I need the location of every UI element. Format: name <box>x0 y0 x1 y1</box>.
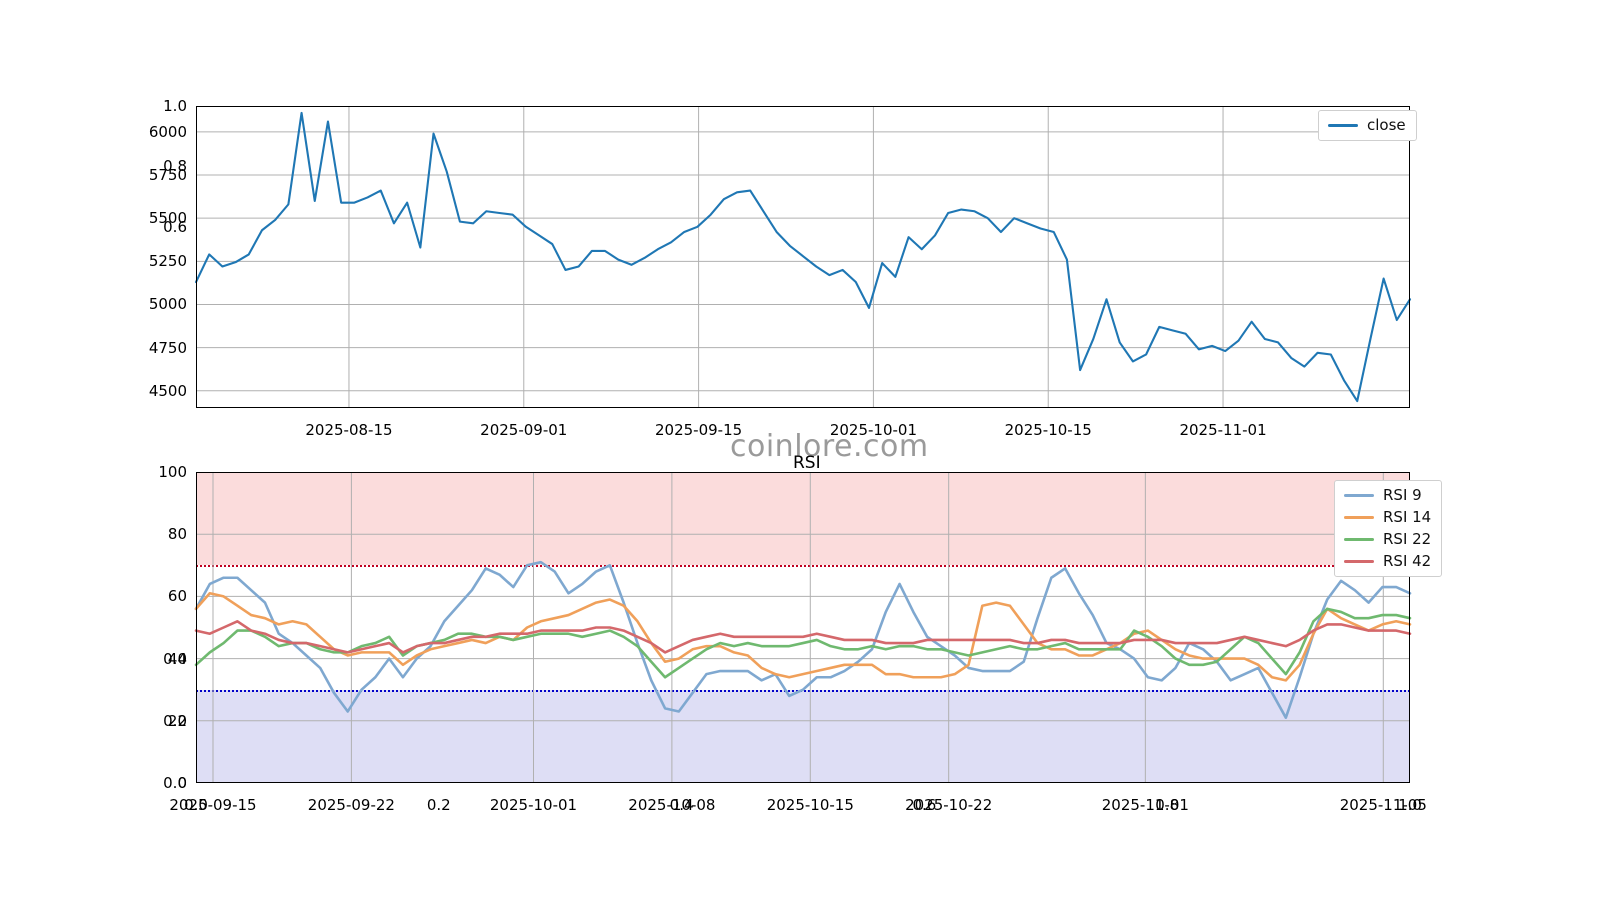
axis-tick-label: 2025-10-15 <box>1004 421 1092 439</box>
series-line <box>194 607 1412 679</box>
series-line <box>194 560 1412 719</box>
axis-tick-label: 4750 <box>148 338 187 357</box>
rsi-panel-title: RSI <box>793 453 821 473</box>
axis-tick-label: 0.4 <box>163 649 187 668</box>
axis-tick-label: 4500 <box>148 381 187 400</box>
oversold-band <box>196 689 1410 783</box>
legend-label: RSI 9 <box>1383 486 1422 504</box>
legend-label: RSI 14 <box>1383 508 1432 526</box>
axis-tick-label: 0.4 <box>669 796 694 814</box>
series-line <box>194 111 1412 403</box>
price-legend[interactable]: close <box>1318 110 1417 141</box>
axis-tick-label: 2025-11-01 <box>1179 421 1267 439</box>
axis-tick-label: 2025-10-08 <box>628 796 716 814</box>
axis-tick-label: 5750 <box>148 166 187 185</box>
axis-tick-label: 0 <box>177 774 187 792</box>
axis-tick-label: 1.0 <box>163 97 187 115</box>
legend-item[interactable]: RSI 9 <box>1344 488 1431 503</box>
axis-tick-label: 20 <box>167 711 187 730</box>
series-line <box>194 591 1412 682</box>
axis-tick-label: 60 <box>167 587 187 606</box>
axis-tick-label: 40 <box>167 649 187 668</box>
rsi-legend[interactable]: RSI 9 RSI 14 RSI 22 RSI 42 <box>1334 480 1443 577</box>
axis-tick-label: 5250 <box>148 252 187 271</box>
axis-tick-label: 0.8 <box>163 157 187 176</box>
axis-tick-label: 2025-09-22 <box>307 796 395 814</box>
axis-tick-label: 2025-10-22 <box>905 796 993 814</box>
series-line <box>194 619 1412 654</box>
legend-label: RSI 22 <box>1383 530 1432 548</box>
axis-tick-label: 0.2 <box>163 711 187 730</box>
legend-label: RSI 42 <box>1383 552 1432 570</box>
overbought-threshold-line <box>196 565 1410 568</box>
watermark: coinlore.com <box>730 429 929 464</box>
axis-tick-label: 0.0 <box>163 774 187 792</box>
legend-label: close <box>1367 116 1406 134</box>
axis-tick-label: 2025-11-05 <box>1339 796 1427 814</box>
legend-item[interactable]: RSI 14 <box>1344 510 1431 525</box>
legend-color-swatch <box>1344 493 1374 498</box>
legend-item[interactable]: close <box>1328 118 1406 133</box>
axis-tick-label: 0.6 <box>163 217 187 236</box>
price-series-svg <box>194 106 1412 408</box>
price-chart-panel <box>194 106 1412 408</box>
axis-tick-label: 0.8 <box>1155 796 1180 814</box>
axis-tick-label: 2025-09-15 <box>655 421 743 439</box>
axis-tick-label: 1.0 <box>1398 796 1422 814</box>
axis-tick-label: 6000 <box>148 122 187 141</box>
rsi-chart-panel <box>194 472 1412 783</box>
axis-tick-label: 2025-08-15 <box>305 421 393 439</box>
legend-color-swatch <box>1344 515 1374 520</box>
legend-color-swatch <box>1328 123 1358 128</box>
axis-tick-label: 2025-10-01 <box>829 421 917 439</box>
axis-tick-label: 2025-10-01 <box>489 796 578 814</box>
axis-tick-label: 0.0 <box>184 796 208 814</box>
axis-tick-label: 2025-09-01 <box>480 421 568 439</box>
axis-tick-label: 2025-11-01 <box>1101 796 1189 814</box>
legend-item[interactable]: RSI 42 <box>1344 554 1431 569</box>
axis-tick-label: 0.6 <box>912 796 937 814</box>
axis-tick-label: 100 <box>158 463 187 481</box>
legend-color-swatch <box>1344 537 1374 542</box>
legend-color-swatch <box>1344 559 1374 564</box>
axis-tick-label: 0.2 <box>426 796 451 814</box>
legend-item[interactable]: RSI 22 <box>1344 532 1431 547</box>
axis-tick-label: 2025-10-15 <box>766 796 854 814</box>
axis-tick-label: 80 <box>167 525 187 544</box>
overbought-band <box>196 472 1410 566</box>
rsi-series-svg <box>194 472 1412 783</box>
axis-tick-label: 5500 <box>148 209 187 228</box>
axis-tick-label: 2025-09-15 <box>169 796 257 814</box>
axis-tick-label: 5000 <box>148 295 187 314</box>
